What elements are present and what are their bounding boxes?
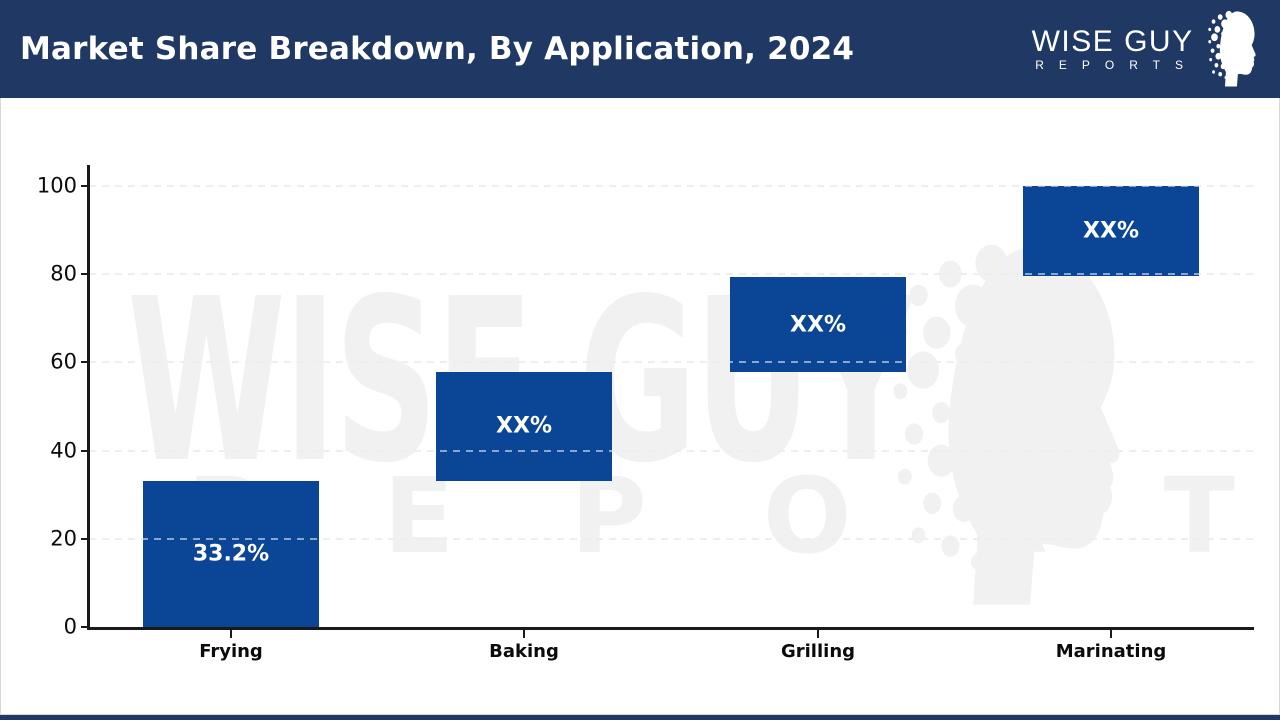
bar-value-label: XX% <box>496 413 552 439</box>
y-tick-label: 80 <box>50 261 77 286</box>
x-tick-mark <box>817 629 819 638</box>
wiseguy-logo: WISE GUY REPORTS <box>1027 7 1266 91</box>
bar-frying: 33.2% <box>143 480 319 627</box>
y-tick-mark <box>81 449 89 452</box>
bar-grilling: XX% <box>730 277 906 373</box>
y-tick-label: 60 <box>50 349 77 374</box>
bar-value-label: XX% <box>790 312 846 338</box>
y-tick-mark <box>81 626 89 628</box>
x-tick-mark <box>230 629 232 638</box>
y-tick-mark <box>81 185 89 187</box>
chart-area: WISE GUY R E P O R T S 02040608010033.2%… <box>0 98 1280 714</box>
y-tick-label: 40 <box>50 438 77 463</box>
bar-baking: XX% <box>436 372 612 481</box>
bar-value-label: XX% <box>1083 218 1139 244</box>
y-tick-label: 0 <box>63 614 77 639</box>
x-axis-line <box>87 627 1254 630</box>
x-axis-label-grilling: Grilling <box>780 641 856 662</box>
logo-name: WISE GUY <box>1031 25 1194 59</box>
y-tick-mark <box>81 273 89 276</box>
gridline-overlay-60 <box>89 361 1253 364</box>
y-tick-label: 100 <box>36 173 77 198</box>
gridline-overlay-80 <box>89 273 1253 276</box>
bar-marinating: XX% <box>1023 186 1199 277</box>
logo-subtitle: REPORTS <box>1035 58 1198 73</box>
footer-bar <box>0 714 1280 720</box>
y-axis-line <box>87 165 90 630</box>
x-tick-mark <box>1110 629 1112 638</box>
logo-wordmark: WISE GUY REPORTS <box>1027 25 1198 72</box>
y-tick-mark <box>81 361 89 364</box>
x-axis-label-baking: Baking <box>489 641 559 662</box>
bar-value-label: 33.2% <box>192 541 270 567</box>
x-axis-label-marinating: Marinating <box>1055 641 1167 662</box>
plot-area: 0 20 40 60 80 100 33.2% XX% XX% XX% Frying Baking Gr… <box>1 98 1279 714</box>
header-bar: Market Share Breakdown, By Application, … <box>0 0 1280 98</box>
y-tick-label: 20 <box>50 526 77 551</box>
gridline-overlay-100 <box>89 185 1253 187</box>
x-axis-label-frying: Frying <box>199 641 263 662</box>
y-tick-mark <box>81 537 89 540</box>
wiseguy-head-icon <box>1204 7 1266 91</box>
x-tick-mark <box>523 629 525 638</box>
gridline-overlay-20 <box>89 537 1253 540</box>
page-title: Market Share Breakdown, By Application, … <box>20 31 855 67</box>
gridline-overlay-40 <box>89 449 1253 452</box>
